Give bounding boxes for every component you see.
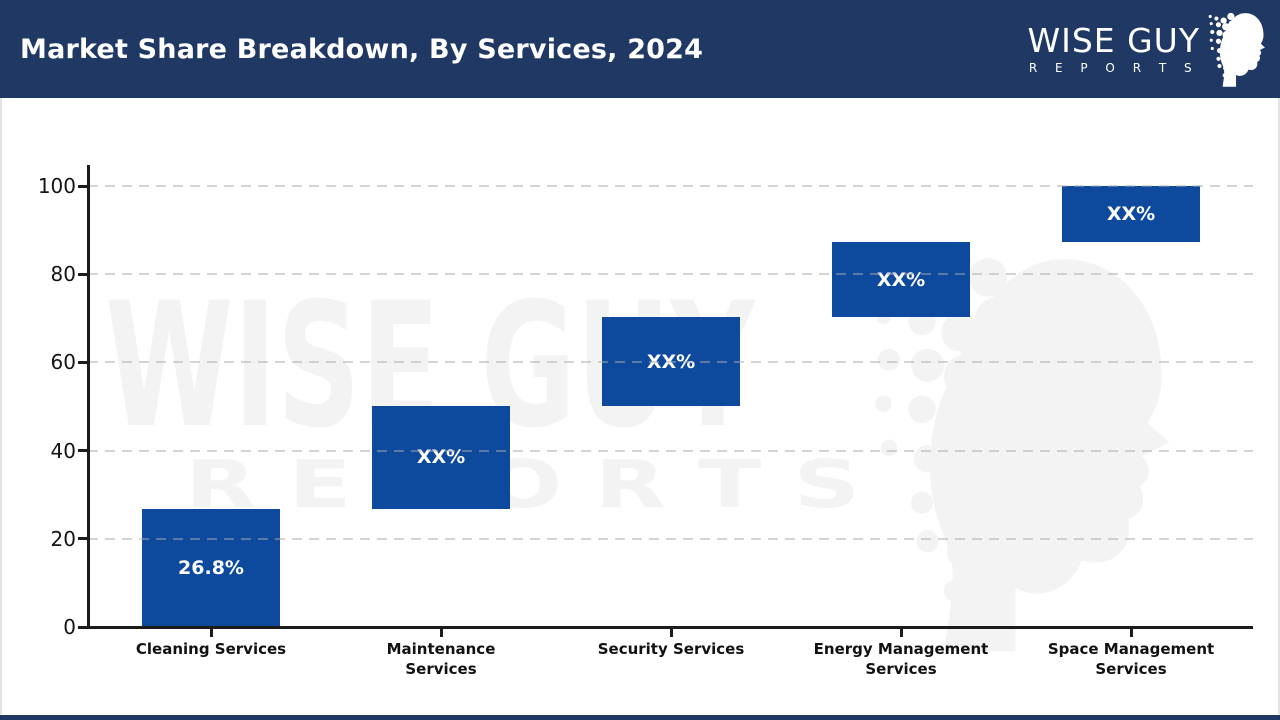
bar-segment: 26.8% <box>142 508 280 627</box>
category-label: Security Services <box>597 640 745 658</box>
category-label: Maintenance Services <box>386 640 496 678</box>
x-tick <box>669 628 673 637</box>
y-tick-label-20: 20 <box>50 526 76 551</box>
y-tick-label-100: 100 <box>37 174 76 198</box>
y-axis-line <box>86 165 90 629</box>
y-tick-label-80: 80 <box>50 262 76 287</box>
brand-logo: WISE GUY R E P O R T S <box>1027 0 1266 98</box>
bar-segment: XX% <box>1062 186 1200 242</box>
x-tick <box>439 628 443 637</box>
y-tick-0 <box>78 625 88 629</box>
left-border <box>0 98 2 720</box>
y-tick-20 <box>78 537 88 541</box>
footer-strip <box>0 715 1280 720</box>
bar-value-label: XX% <box>416 446 466 469</box>
x-tick <box>1129 628 1133 637</box>
y-tick-label-0: 0 <box>63 615 76 639</box>
right-border <box>1278 98 1280 720</box>
brand-subtitle: R E P O R T S <box>1028 60 1199 75</box>
y-tick-label-40: 40 <box>50 438 76 463</box>
x-tick <box>899 628 903 637</box>
x-tick <box>209 628 213 637</box>
y-tick-80 <box>78 272 88 276</box>
header-bar: Market Share Breakdown, By Services, 202… <box>0 0 1280 98</box>
bar-value-label: 26.8% <box>178 556 244 579</box>
brand-name: WISE GUY <box>1027 20 1200 60</box>
y-tick-60 <box>78 360 88 364</box>
bar-value-label: XX% <box>1106 203 1156 225</box>
category-label: Energy Management Services <box>813 640 989 678</box>
y-tick-label-60: 60 <box>50 350 76 375</box>
y-tick-40 <box>78 449 88 453</box>
category-label: Space Management Services <box>1047 640 1215 678</box>
brand-logo-text: WISE GUY R E P O R T S <box>1027 24 1200 75</box>
page-title: Market Share Breakdown, By Services, 202… <box>20 33 704 65</box>
x-axis-line <box>86 625 1253 629</box>
bar-segment: XX% <box>372 405 510 509</box>
category-label: Cleaning Services <box>135 640 287 658</box>
y-tick-100 <box>78 184 88 188</box>
